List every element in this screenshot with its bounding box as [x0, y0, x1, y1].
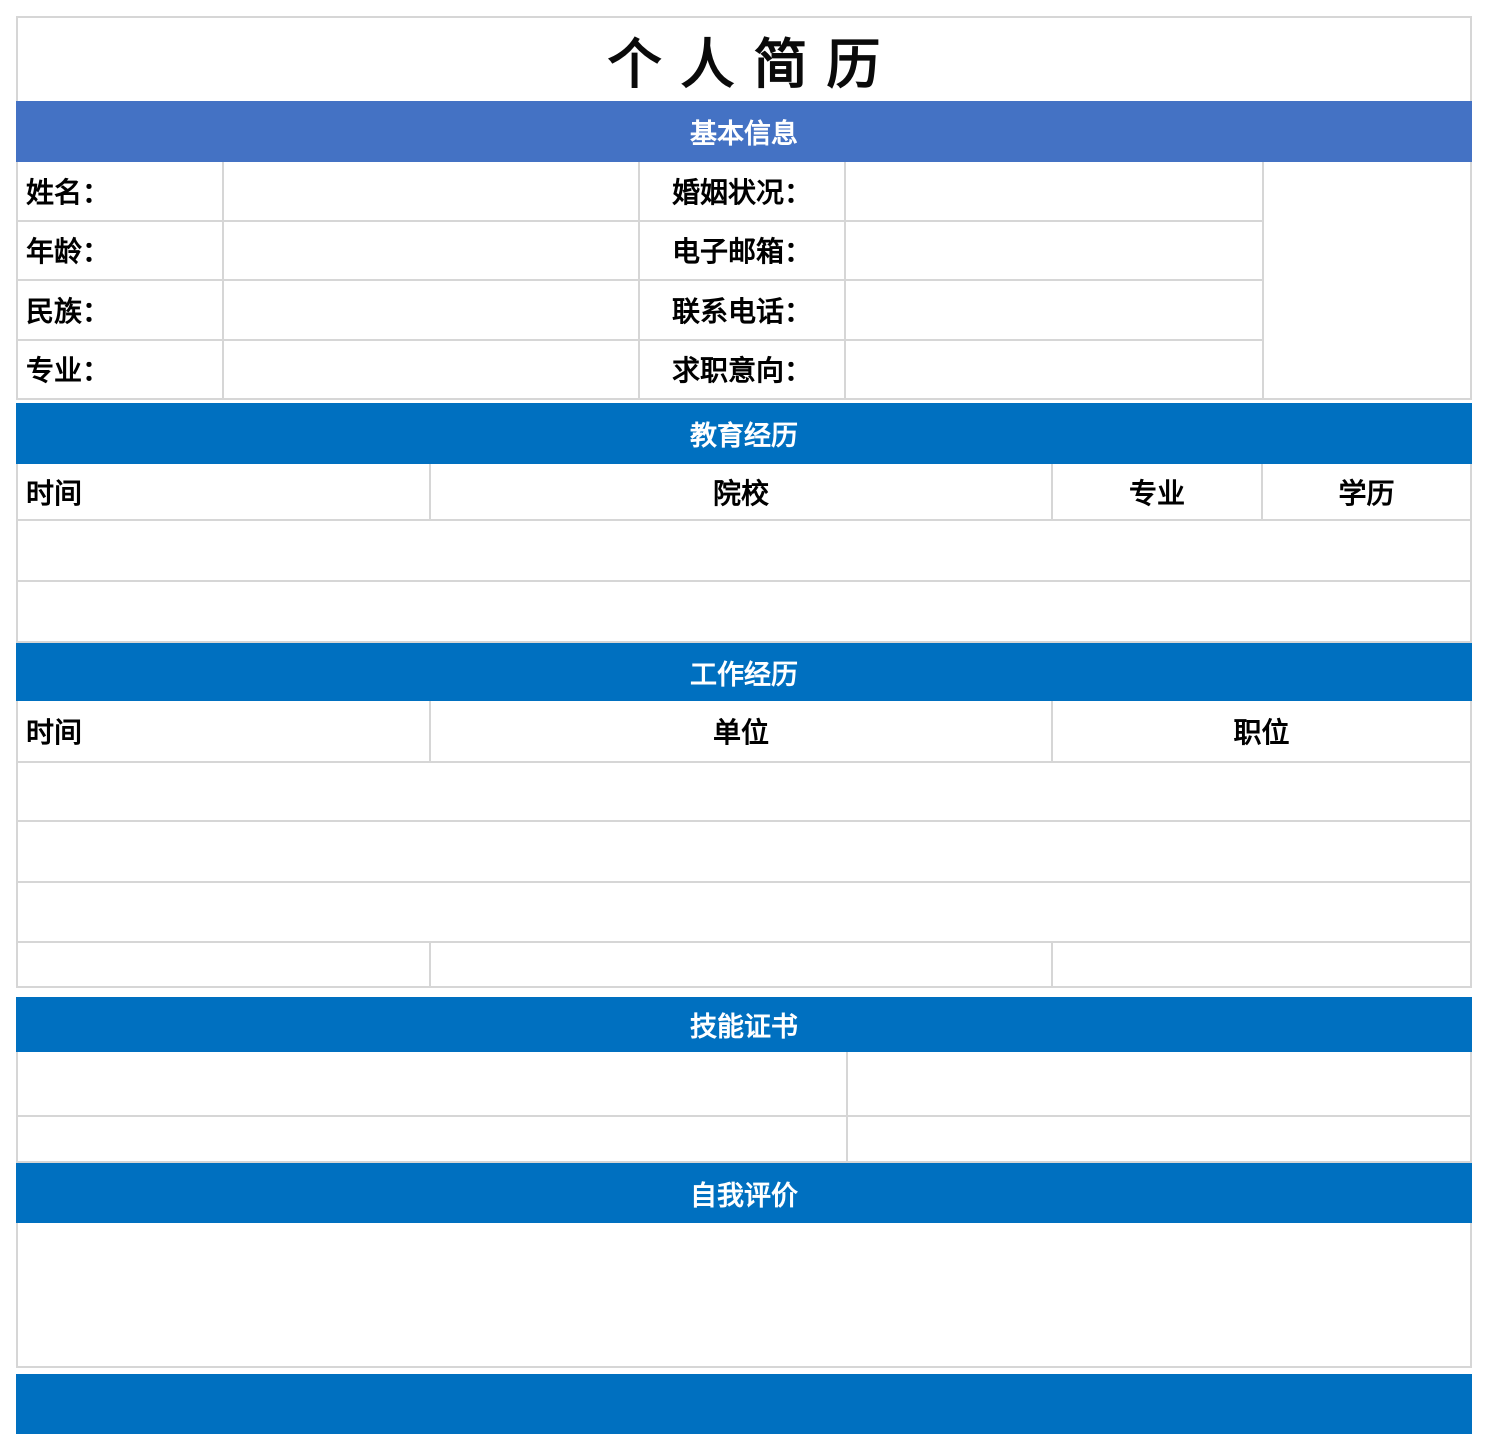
- section-header-certificates-label: 技能证书: [690, 1012, 798, 1042]
- certificate-cell-right[interactable]: [848, 1117, 1470, 1161]
- section-header-basic-info: 基本信息: [16, 101, 1472, 162]
- field-value-job-intention[interactable]: [846, 340, 1262, 398]
- basic-info-row: 专业： 求职意向：: [18, 340, 1262, 398]
- section-header-work-label: 工作经历: [690, 659, 798, 690]
- work-row-empty[interactable]: [16, 883, 1472, 943]
- section-header-education-label: 教育经历: [690, 421, 798, 451]
- education-col-degree: 学历: [1338, 477, 1395, 509]
- section-header-education: 教育经历: [16, 403, 1472, 464]
- work-cell-unit[interactable]: [431, 943, 1053, 986]
- basic-info-grid: 姓名： 婚姻状况： 年龄： 电子邮箱： 民族： 联系电话： 专业： 求职意向：: [16, 162, 1472, 400]
- section-gap: [16, 1368, 1472, 1374]
- section-gap: [16, 400, 1472, 403]
- education-row-empty[interactable]: [16, 521, 1472, 582]
- work-col-unit: 单位: [431, 701, 1053, 761]
- field-value-marital-status[interactable]: [846, 162, 1262, 220]
- basic-info-row: 民族： 联系电话：: [18, 281, 1262, 341]
- education-row-empty[interactable]: [16, 582, 1472, 643]
- field-value-major[interactable]: [224, 340, 640, 398]
- section-header-basic-info-label: 基本信息: [690, 119, 798, 149]
- work-col-time: 时间: [18, 701, 431, 761]
- field-value-phone[interactable]: [846, 281, 1262, 339]
- certificate-cell-right[interactable]: [848, 1052, 1470, 1115]
- field-label-major: 专业：: [18, 340, 224, 398]
- work-cell-time[interactable]: [18, 943, 431, 986]
- education-header-row: 时间 院校 专业 学历: [16, 464, 1472, 521]
- basic-info-row: 年龄： 电子邮箱：: [18, 221, 1262, 281]
- page-title: 个人简历: [607, 35, 900, 95]
- section-header-self-evaluation: 自我评价: [16, 1163, 1472, 1223]
- work-row-empty: [16, 943, 1472, 988]
- field-value-email[interactable]: [846, 221, 1262, 279]
- basic-info-row: 姓名： 婚姻状况：: [18, 162, 1262, 222]
- work-col-position: 职位: [1233, 717, 1290, 748]
- certificate-cell-left[interactable]: [18, 1052, 848, 1115]
- resume-sheet: 个人简历 基本信息 姓名： 婚姻状况： 年龄： 电子邮箱： 民族： 联系电话：: [16, 16, 1472, 1434]
- education-col-time: 时间: [18, 464, 431, 519]
- section-gap: [16, 988, 1472, 997]
- field-label-email: 电子邮箱：: [640, 221, 846, 279]
- section-header-certificates: 技能证书: [16, 997, 1472, 1052]
- work-row-empty[interactable]: [16, 822, 1472, 883]
- education-col-major: 专业: [1053, 464, 1263, 519]
- certificate-row: [16, 1052, 1472, 1117]
- section-header-self-evaluation-label: 自我评价: [690, 1180, 798, 1211]
- self-evaluation-box[interactable]: [16, 1223, 1472, 1368]
- title-row: 个人简历: [16, 16, 1472, 101]
- footer-bar: [16, 1374, 1472, 1434]
- certificate-row: [16, 1117, 1472, 1163]
- field-label-age: 年龄：: [18, 221, 224, 279]
- field-label-ethnicity: 民族：: [18, 281, 224, 339]
- section-header-work: 工作经历: [16, 643, 1472, 701]
- work-row-empty[interactable]: [16, 763, 1472, 822]
- field-value-age[interactable]: [224, 221, 640, 279]
- photo-cell[interactable]: [1262, 162, 1470, 398]
- education-col-school: 院校: [431, 464, 1053, 519]
- certificate-cell-left[interactable]: [18, 1117, 848, 1161]
- field-value-name[interactable]: [224, 162, 640, 220]
- work-cell-position[interactable]: [1053, 943, 1470, 986]
- work-header-row: 时间 单位 职位: [16, 701, 1472, 763]
- field-label-name: 姓名：: [18, 162, 224, 220]
- field-label-marital-status: 婚姻状况：: [640, 162, 846, 220]
- field-label-job-intention: 求职意向：: [640, 340, 846, 398]
- field-label-phone: 联系电话：: [640, 281, 846, 339]
- field-value-ethnicity[interactable]: [224, 281, 640, 339]
